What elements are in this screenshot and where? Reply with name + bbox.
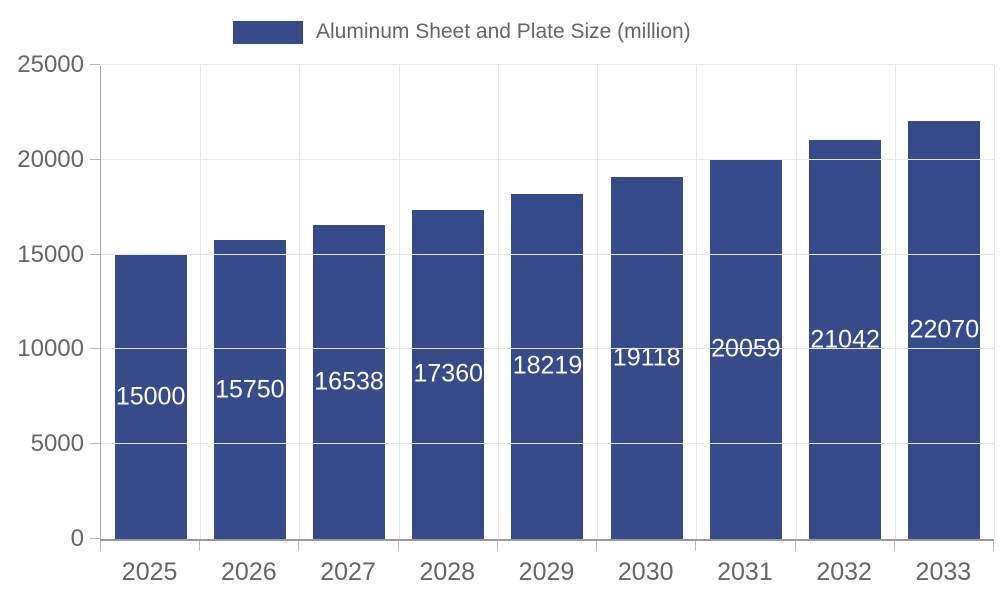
v-gridline bbox=[398, 65, 400, 539]
y-axis-tick bbox=[90, 538, 100, 539]
h-gridline bbox=[101, 158, 994, 160]
x-axis-tick bbox=[695, 541, 697, 551]
bar-2032[interactable]: 21042 bbox=[809, 140, 882, 539]
x-axis-tick bbox=[596, 541, 598, 551]
v-gridline bbox=[894, 65, 896, 539]
legend-label: Aluminum Sheet and Plate Size (million) bbox=[316, 20, 691, 43]
x-axis-tick-label: 2032 bbox=[816, 558, 872, 586]
x-axis-tick bbox=[794, 541, 796, 551]
v-gridline bbox=[597, 65, 599, 539]
y-axis-tick-label: 0 bbox=[70, 525, 84, 552]
y-axis-tick-label: 15000 bbox=[17, 240, 84, 268]
h-gridline bbox=[101, 64, 994, 65]
x-axis-tick-label: 2031 bbox=[717, 558, 773, 586]
bar-value-label: 19118 bbox=[612, 343, 681, 372]
bar-cell: 15000 bbox=[101, 65, 200, 539]
y-axis-tick-label: 25000 bbox=[17, 51, 84, 78]
x-axis-tick-label: 2028 bbox=[419, 558, 476, 586]
bar-value-label: 16538 bbox=[314, 367, 384, 396]
bar-2033[interactable]: 22070 bbox=[908, 120, 981, 539]
x-axis-tick-label: 2033 bbox=[915, 558, 972, 586]
x-axis-tick-label: 2029 bbox=[518, 558, 575, 586]
v-gridline bbox=[994, 65, 995, 539]
x-axis-tick bbox=[397, 541, 399, 551]
x-axis-tick bbox=[298, 541, 300, 551]
bar-cell: 18219 bbox=[498, 65, 597, 539]
plot-area: 15000 15750 16538 17360 18219 19118 20059 21042… bbox=[90, 64, 995, 551]
x-axis-tick bbox=[199, 541, 201, 551]
bar-cell: 19118 bbox=[597, 65, 696, 539]
bar-cell: 22070 bbox=[895, 65, 994, 539]
x-axis-line bbox=[100, 539, 994, 541]
bar-2028[interactable]: 17360 bbox=[412, 209, 485, 539]
v-gridline bbox=[497, 65, 499, 539]
y-axis-tick bbox=[90, 64, 100, 65]
y-axis-tick bbox=[90, 158, 100, 160]
bar-2026[interactable]: 15750 bbox=[213, 240, 286, 539]
bar-value-label: 15000 bbox=[115, 382, 186, 411]
x-axis-tick bbox=[496, 541, 498, 551]
y-axis-tick-label: 5000 bbox=[30, 430, 84, 458]
bar-value-label: 20059 bbox=[711, 334, 781, 363]
x-axis-tick-label: 2026 bbox=[221, 558, 277, 586]
bar-value-label: 18219 bbox=[512, 351, 583, 380]
x-axis-tick-label: 2030 bbox=[617, 558, 674, 586]
bar-2029[interactable]: 18219 bbox=[511, 193, 584, 539]
y-axis-tick bbox=[90, 348, 100, 350]
bar-cell: 21042 bbox=[796, 65, 895, 539]
y-axis-tick bbox=[90, 253, 100, 255]
bar-value-label: 22070 bbox=[909, 315, 980, 344]
x-axis-tick bbox=[100, 541, 101, 551]
y-axis-tick-label: 20000 bbox=[17, 145, 84, 173]
bar-value-label: 21042 bbox=[810, 325, 880, 354]
h-gridline bbox=[101, 253, 994, 255]
bar-series: 15000 15750 16538 17360 18219 19118 20059 21042… bbox=[101, 65, 994, 539]
legend-swatch bbox=[233, 20, 303, 44]
bar-value-label: 15750 bbox=[215, 375, 285, 404]
bar-cell: 16538 bbox=[299, 65, 398, 539]
y-axis-tick bbox=[90, 443, 100, 445]
bar-cell: 20059 bbox=[696, 65, 795, 539]
h-gridline bbox=[101, 348, 994, 350]
x-axis-tick bbox=[993, 541, 994, 551]
x-axis-labels: 2025 2026 2027 2028 2029 2030 2031 2032 2033 bbox=[100, 558, 993, 587]
x-axis-tick bbox=[893, 541, 895, 551]
v-gridline bbox=[299, 65, 301, 539]
bar-2027[interactable]: 16538 bbox=[313, 225, 386, 539]
v-gridline bbox=[696, 65, 698, 539]
bar-2030[interactable]: 19118 bbox=[610, 176, 683, 539]
x-axis-tick-label: 2025 bbox=[121, 558, 178, 586]
bar-cell: 17360 bbox=[399, 65, 498, 539]
h-gridline bbox=[101, 443, 994, 445]
x-axis-tick-label: 2027 bbox=[320, 558, 376, 586]
bar-value-label: 17360 bbox=[413, 359, 484, 388]
bar-cell: 15750 bbox=[200, 65, 299, 539]
y-axis-tick-label: 10000 bbox=[17, 335, 84, 363]
v-gridline bbox=[795, 65, 797, 539]
legend-item[interactable]: Aluminum Sheet and Plate Size (million) bbox=[233, 20, 691, 44]
bar-2025[interactable]: 15000 bbox=[114, 254, 187, 539]
v-gridline bbox=[200, 65, 202, 539]
y-axis-labels: 0 5000 10000 15000 20000 25000 bbox=[0, 51, 84, 552]
